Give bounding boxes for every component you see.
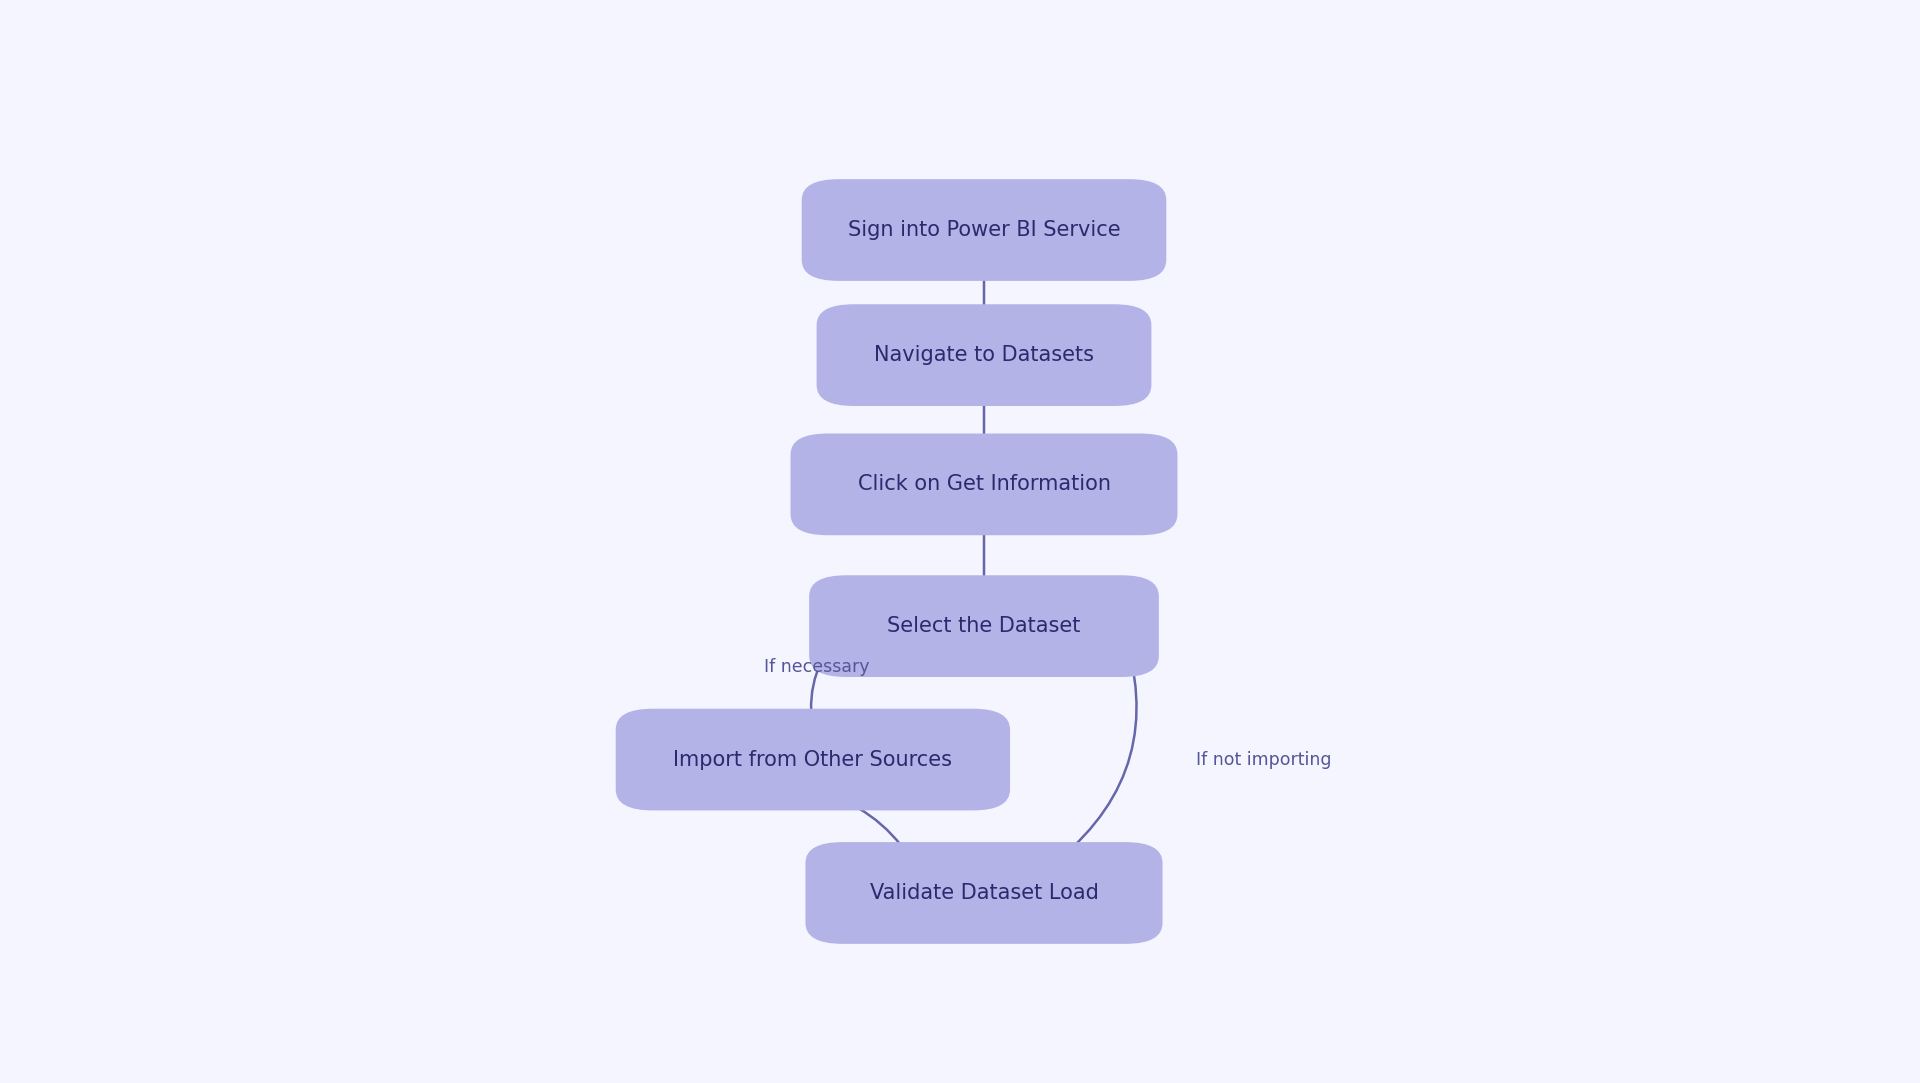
FancyBboxPatch shape [806, 843, 1162, 944]
Text: If necessary: If necessary [764, 658, 870, 676]
Text: Select the Dataset: Select the Dataset [887, 616, 1081, 636]
Text: Sign into Power BI Service: Sign into Power BI Service [849, 220, 1119, 240]
FancyBboxPatch shape [616, 708, 1010, 810]
FancyBboxPatch shape [808, 575, 1160, 677]
Text: Click on Get Information: Click on Get Information [858, 474, 1110, 494]
FancyBboxPatch shape [816, 304, 1152, 406]
FancyBboxPatch shape [791, 433, 1177, 535]
Text: Validate Dataset Load: Validate Dataset Load [870, 883, 1098, 903]
FancyBboxPatch shape [803, 179, 1165, 280]
Text: Import from Other Sources: Import from Other Sources [674, 749, 952, 770]
Text: If not importing: If not importing [1196, 751, 1332, 769]
Text: Navigate to Datasets: Navigate to Datasets [874, 345, 1094, 365]
